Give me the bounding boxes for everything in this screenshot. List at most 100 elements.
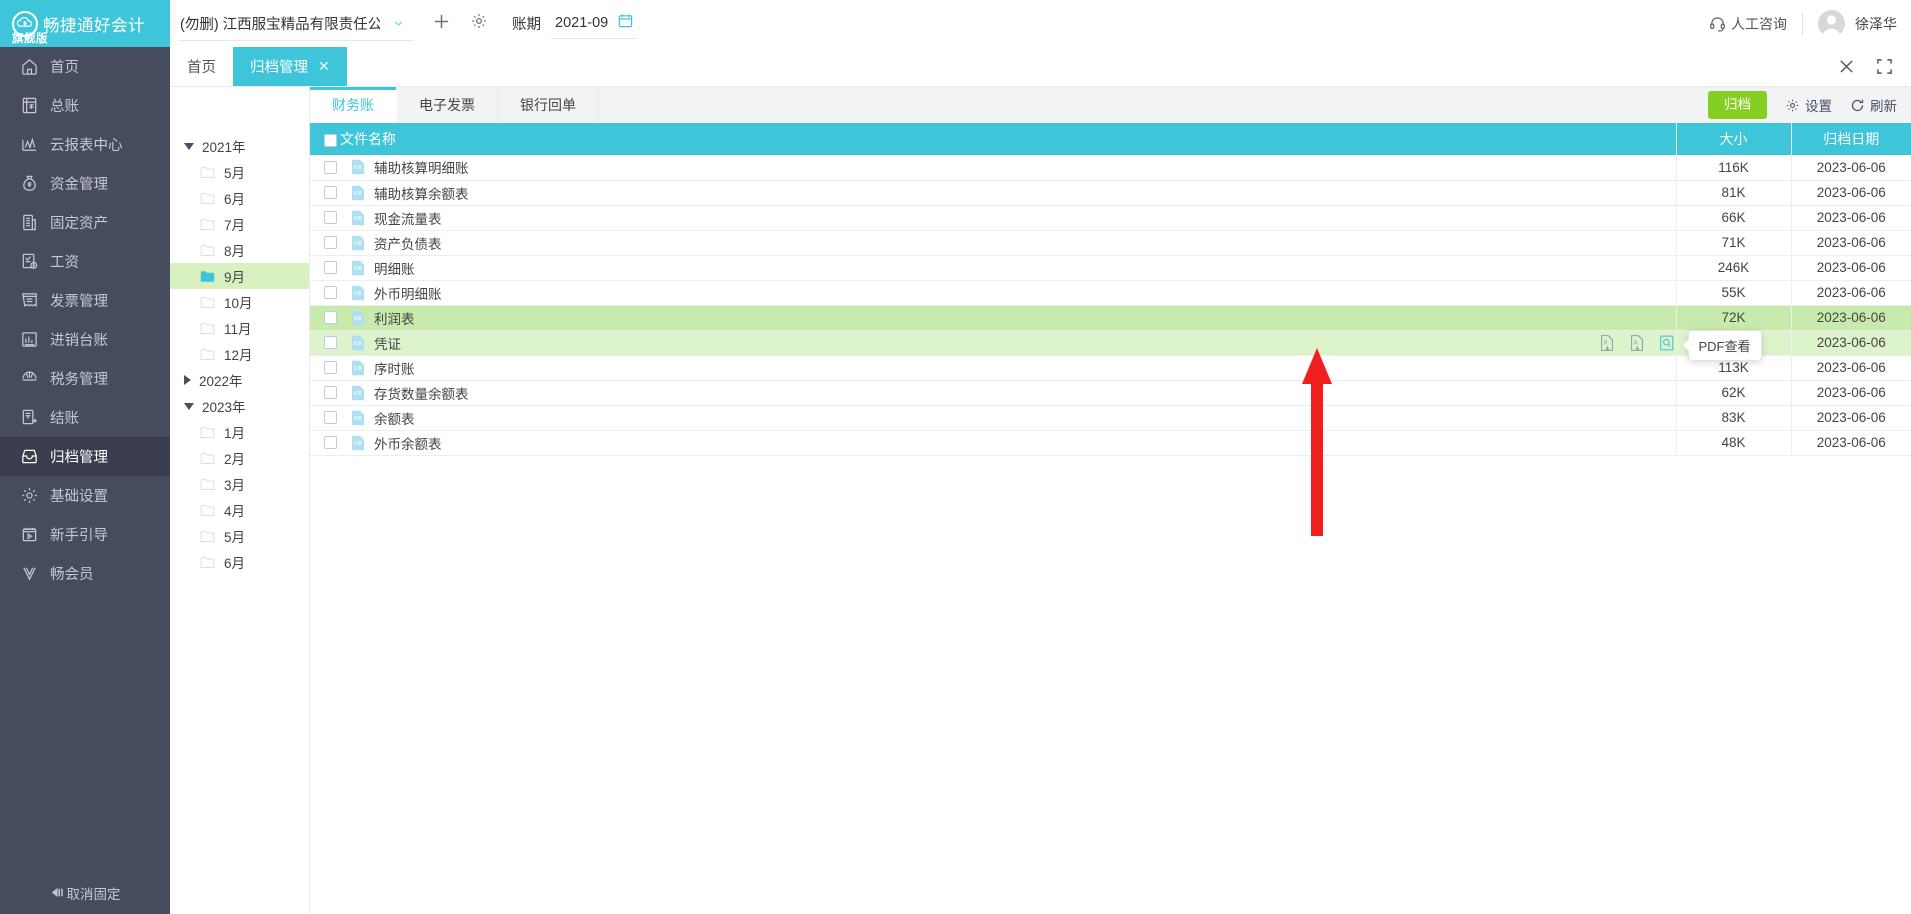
row-checkbox[interactable]: [324, 160, 337, 174]
sidebar-item-13[interactable]: 畅会员: [0, 554, 170, 593]
tree-node-0[interactable]: 2021年: [170, 133, 309, 159]
table-row[interactable]: 资产负债表 71K 2023-06-06: [310, 230, 1911, 256]
chevron-down-icon[interactable]: [392, 17, 405, 30]
table-row[interactable]: 利润表 72K 2023-06-06: [310, 305, 1911, 331]
row-checkbox[interactable]: [324, 261, 337, 274]
user-avatar-icon: [1818, 10, 1845, 37]
pdf-download-icon[interactable]: A: [1628, 334, 1646, 352]
company-selector[interactable]: (勿删) 江西服宝精品有限责任公司 (...: [178, 7, 414, 41]
folder-icon: [200, 504, 215, 517]
tree-node-4[interactable]: 8月: [170, 237, 309, 263]
pdf-view-icon[interactable]: [1658, 334, 1676, 352]
folder-icon: [200, 348, 215, 361]
settings-label: 设置: [1805, 99, 1832, 114]
select-all-checkbox[interactable]: [324, 133, 337, 147]
sub-tab-2[interactable]: 银行回单: [498, 87, 599, 123]
tree-node-11[interactable]: 1月: [170, 419, 309, 445]
consult-button[interactable]: 人工咨询: [1709, 14, 1787, 34]
folder-icon: [200, 296, 215, 309]
sidebar-item-10[interactable]: 归档管理: [0, 437, 170, 476]
sidebar-item-8[interactable]: 税务管理: [0, 359, 170, 398]
tree-node-14[interactable]: 4月: [170, 497, 309, 523]
fullscreen-icon[interactable]: [1871, 54, 1897, 80]
tree-node-12[interactable]: 2月: [170, 445, 309, 471]
sidebar-collapse-button[interactable]: 取消固定: [0, 871, 170, 914]
tree-node-13[interactable]: 3月: [170, 471, 309, 497]
sub-tab-1[interactable]: 电子发票: [397, 87, 498, 123]
row-checkbox[interactable]: [324, 286, 337, 299]
tree-node-8[interactable]: 12月: [170, 341, 309, 367]
tab-0[interactable]: 首页: [170, 47, 233, 86]
settings-button[interactable]: 设置: [1785, 95, 1832, 115]
sidebar-item-5[interactable]: 工资: [0, 242, 170, 281]
table-row[interactable]: 明细账 246K 2023-06-06: [310, 255, 1911, 281]
sidebar-nav: 首页 总账 云报表中心 资金管理 固定资产 工资 发票管理 进销台账 税务管理 …: [0, 47, 170, 593]
row-checkbox[interactable]: [324, 361, 337, 374]
sidebar-item-4[interactable]: 固定资产: [0, 203, 170, 242]
row-checkbox[interactable]: [324, 311, 337, 324]
tree-node-2[interactable]: 6月: [170, 185, 309, 211]
tree-node-6[interactable]: 10月: [170, 289, 309, 315]
table-row[interactable]: 现金流量表 66K 2023-06-06: [310, 205, 1911, 231]
close-icon[interactable]: ✕: [318, 58, 330, 74]
tree-node-7[interactable]: 11月: [170, 315, 309, 341]
row-checkbox[interactable]: [324, 336, 337, 349]
row-checkbox[interactable]: [324, 236, 337, 249]
archive-button[interactable]: 归档: [1708, 91, 1767, 119]
row-checkbox[interactable]: [324, 436, 337, 449]
user-menu[interactable]: 徐泽华: [1818, 10, 1897, 37]
row-checkbox[interactable]: [324, 186, 337, 199]
sidebar-item-7[interactable]: 进销台账: [0, 320, 170, 359]
table-row[interactable]: 辅助核算余额表 81K 2023-06-06: [310, 180, 1911, 206]
tree-node-10[interactable]: 2023年: [170, 393, 309, 419]
table-row[interactable]: 序时账 113K 2023-06-06: [310, 355, 1911, 381]
sidebar-item-2[interactable]: 云报表中心: [0, 125, 170, 164]
tree-node-3[interactable]: 7月: [170, 211, 309, 237]
refresh-button[interactable]: 刷新: [1850, 95, 1897, 115]
tree-node-5[interactable]: 9月: [170, 263, 309, 289]
tree-node-label: 2021年: [202, 140, 246, 155]
folder-icon: [200, 556, 215, 569]
sidebar-item-label: 固定资产: [50, 216, 108, 232]
close-icon[interactable]: [1833, 54, 1859, 80]
table-row[interactable]: 辅助核算明细账 116K 2023-06-06: [310, 155, 1911, 181]
triangle-down-icon[interactable]: [184, 142, 194, 150]
excel-download-icon[interactable]: X: [1598, 334, 1616, 352]
close-book-icon: [20, 408, 39, 427]
sidebar-item-12[interactable]: 新手引导: [0, 515, 170, 554]
period-value: 2021-09: [555, 15, 609, 31]
company-settings-button[interactable]: [468, 13, 490, 35]
sidebar-item-1[interactable]: 总账: [0, 86, 170, 125]
triangle-down-icon[interactable]: [184, 402, 194, 410]
sidebar-item-label: 总账: [50, 99, 79, 115]
sidebar-item-11[interactable]: 基础设置: [0, 476, 170, 515]
period-field[interactable]: 2021-09: [551, 9, 638, 39]
table-row[interactable]: 外币明细账 55K 2023-06-06: [310, 280, 1911, 306]
table-row[interactable]: 外币余额表 48K 2023-06-06: [310, 430, 1911, 456]
sidebar-item-0[interactable]: 首页: [0, 47, 170, 86]
play-guide-icon: [20, 525, 39, 544]
cell-file-name: 现金流量表: [310, 205, 1676, 231]
sidebar-item-3[interactable]: 资金管理: [0, 164, 170, 203]
calendar-icon[interactable]: [618, 13, 633, 33]
sub-tab-0[interactable]: 财务账: [310, 87, 397, 123]
table-row[interactable]: 凭证 XA 53K 2023-06-06: [310, 330, 1911, 356]
period-selector[interactable]: 账期 2021-09: [512, 9, 638, 39]
table-row[interactable]: 存货数量余额表 62K 2023-06-06: [310, 380, 1911, 406]
tab-1[interactable]: 归档管理 ✕: [233, 47, 347, 86]
row-checkbox[interactable]: [324, 211, 337, 224]
row-checkbox[interactable]: [324, 386, 337, 399]
folder-icon: [200, 244, 215, 257]
sidebar-item-9[interactable]: 结账: [0, 398, 170, 437]
triangle-right-icon[interactable]: [184, 375, 191, 385]
sidebar-item-label: 税务管理: [50, 372, 108, 388]
tree-node-9[interactable]: 2022年: [170, 367, 309, 393]
row-checkbox[interactable]: [324, 411, 337, 424]
tree-node-1[interactable]: 5月: [170, 159, 309, 185]
sidebar-item-6[interactable]: 发票管理: [0, 281, 170, 320]
add-company-button[interactable]: [430, 13, 452, 35]
tree-node-15[interactable]: 5月: [170, 523, 309, 549]
tree-node-16[interactable]: 6月: [170, 549, 309, 575]
table-row[interactable]: 余额表 83K 2023-06-06: [310, 405, 1911, 431]
